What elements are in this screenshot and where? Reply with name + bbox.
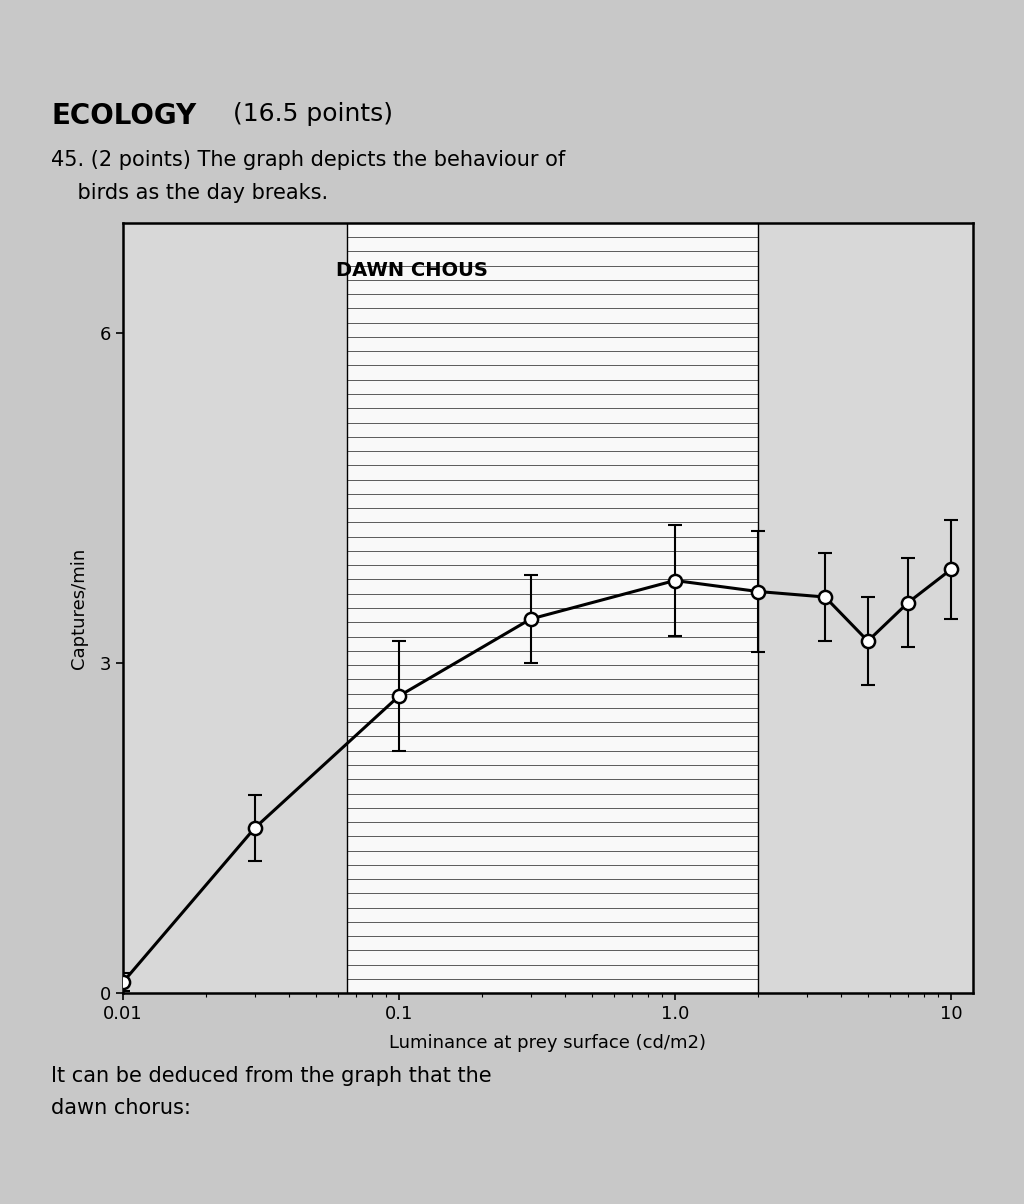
Point — [900, 592, 916, 612]
Point — [943, 560, 959, 579]
Y-axis label: Captures/min: Captures/min — [71, 548, 88, 668]
Point — [750, 582, 766, 601]
Text: 45. (2 points) The graph depicts the behaviour of: 45. (2 points) The graph depicts the beh… — [51, 150, 565, 171]
X-axis label: Luminance at prey surface (cd/m2): Luminance at prey surface (cd/m2) — [389, 1034, 707, 1052]
Bar — [347, 223, 758, 993]
Text: It can be deduced from the graph that the: It can be deduced from the graph that th… — [51, 1066, 492, 1086]
Point — [247, 819, 263, 838]
Point — [667, 571, 683, 590]
Text: ECOLOGY: ECOLOGY — [51, 102, 197, 130]
Point — [860, 631, 877, 650]
Point — [115, 973, 131, 992]
Text: dawn chorus:: dawn chorus: — [51, 1098, 191, 1119]
Point — [522, 609, 539, 628]
Text: (16.5 points): (16.5 points) — [225, 102, 393, 126]
Point — [817, 588, 834, 607]
Text: birds as the day breaks.: birds as the day breaks. — [51, 183, 329, 203]
Point — [391, 686, 408, 706]
Text: DAWN CHOUS: DAWN CHOUS — [336, 261, 487, 281]
